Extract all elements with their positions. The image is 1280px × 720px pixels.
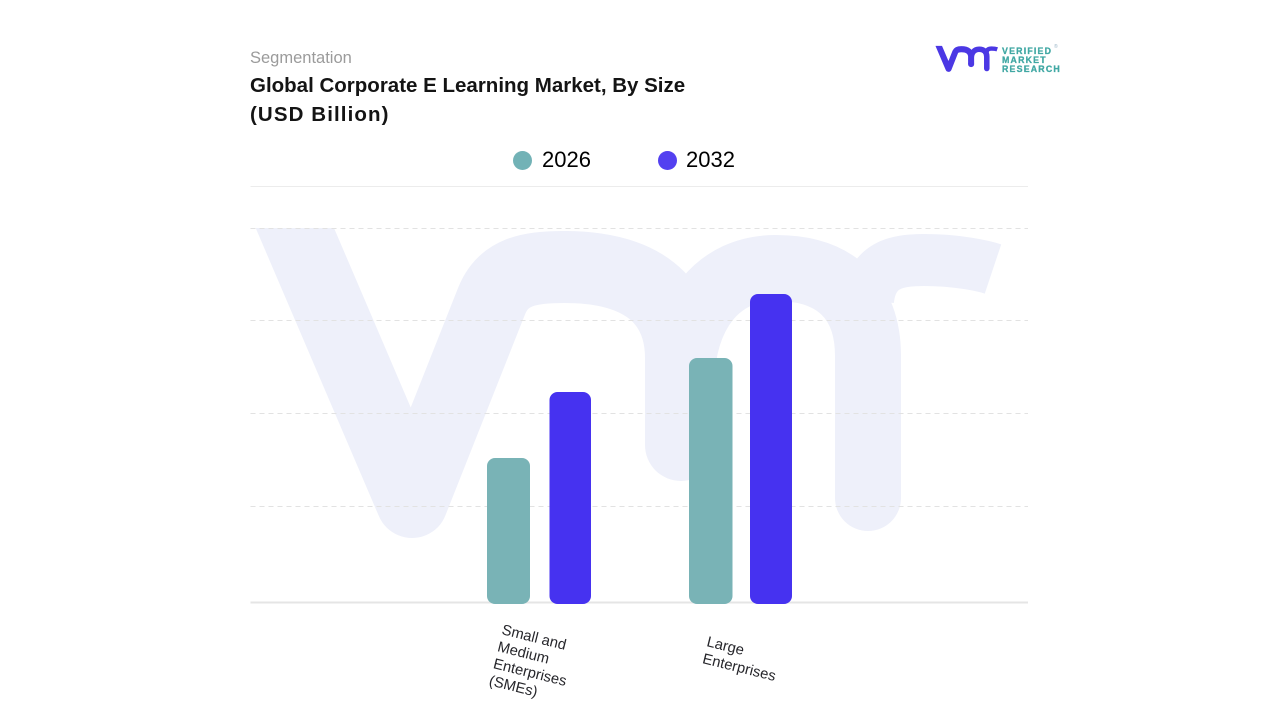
svg-text:LargeEnterprises: LargeEnterprises [701, 634, 782, 685]
svg-text:Small andMediumEnterprises(SME: Small andMediumEnterprises(SMEs) [487, 622, 576, 707]
